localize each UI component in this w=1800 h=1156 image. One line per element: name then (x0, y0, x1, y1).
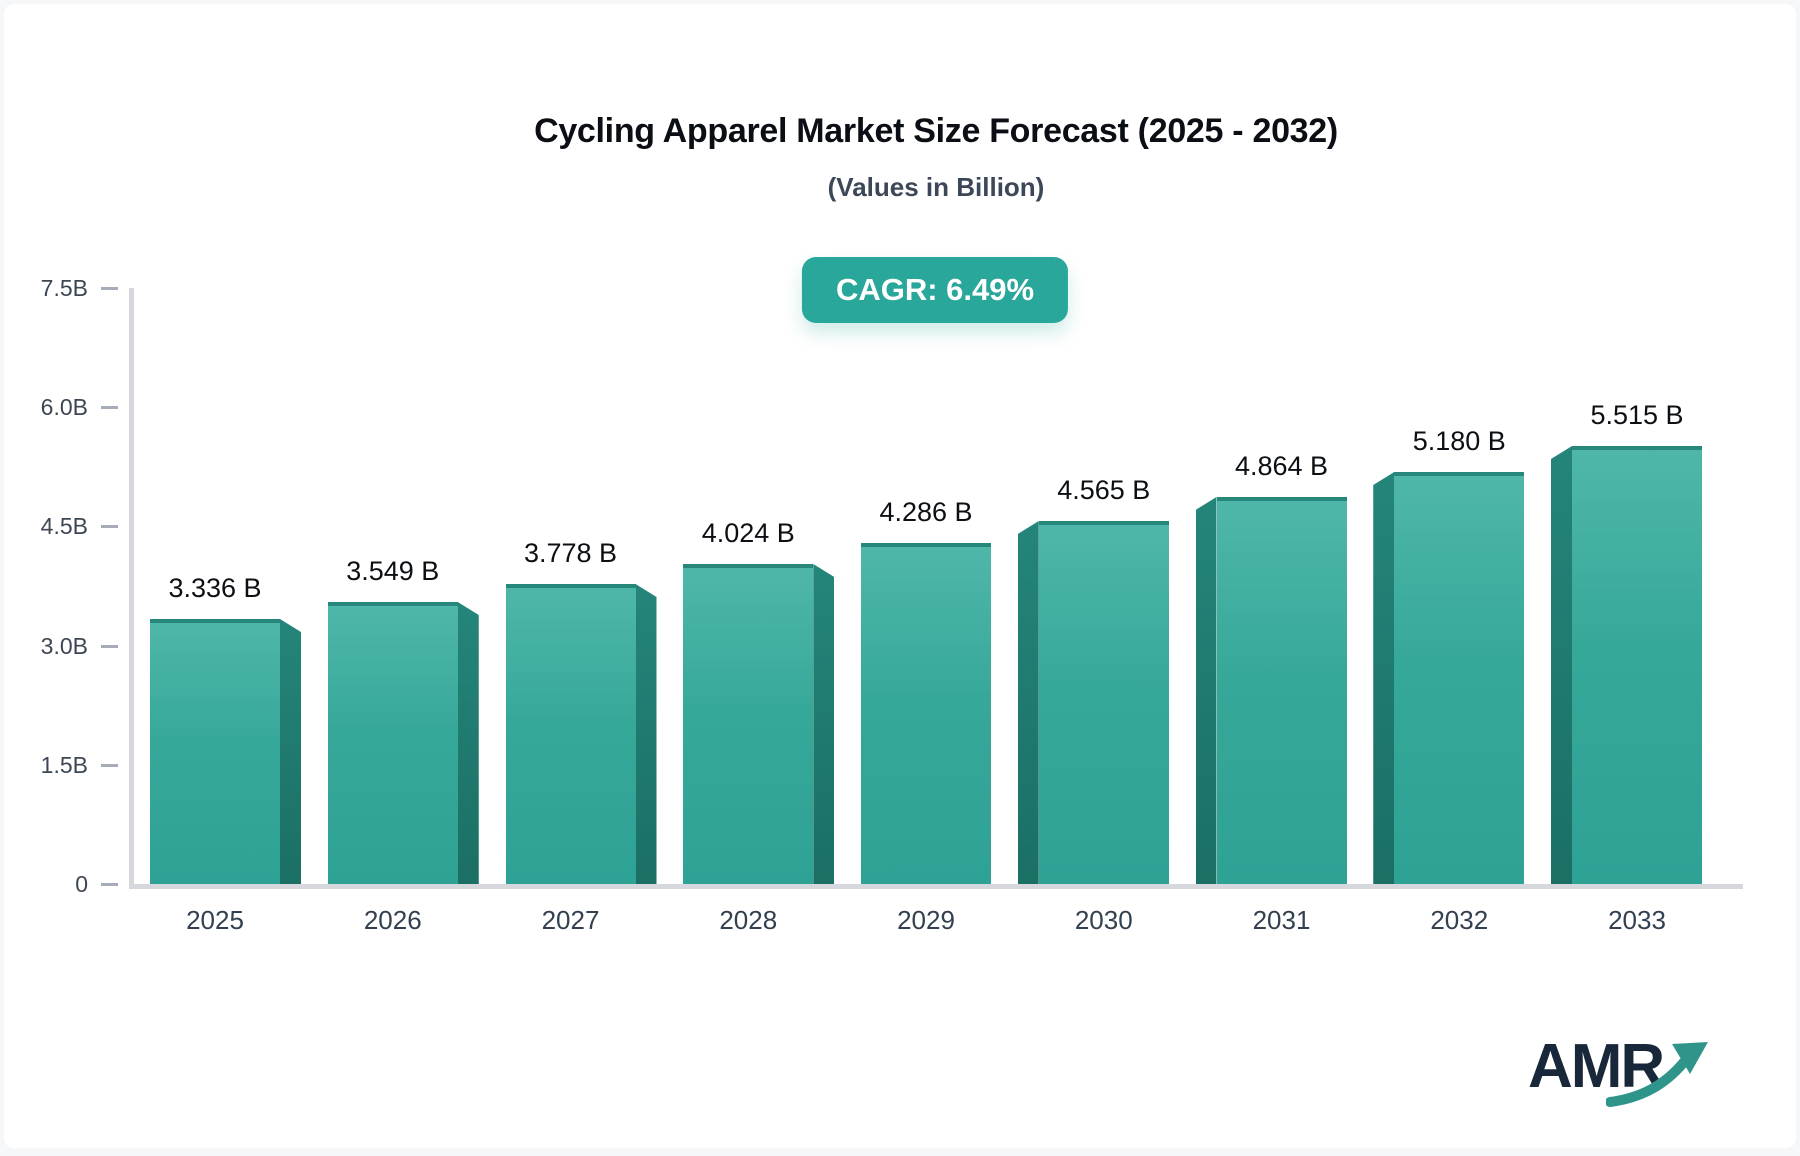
amr-logo-text: AMR (1528, 1032, 1665, 1101)
x-tick-label: 2029 (897, 905, 955, 935)
y-tick-dash (101, 763, 118, 767)
x-tick-label: 2026 (363, 905, 422, 935)
bar-side (1195, 497, 1217, 884)
chart-subtitle: (Values in Billion) (827, 172, 1045, 202)
bar-2030 (1038, 521, 1169, 884)
y-tick-label: 0 (75, 871, 88, 897)
bar-2026 (327, 602, 458, 884)
y-tick-label: 7.5B (40, 275, 88, 301)
bar-value-label: 3.778 B (523, 538, 618, 568)
y-tick-dash (101, 644, 118, 648)
bar-value-label: 5.515 B (1590, 400, 1684, 430)
bar-side (1017, 521, 1039, 884)
bar-value-label: 3.549 B (346, 556, 440, 586)
cagr-badge-label: CAGR: 6.49% (835, 272, 1035, 307)
x-tick-label: 2032 (1430, 905, 1489, 935)
y-axis-line (129, 288, 134, 884)
y-tick-dash (101, 406, 118, 410)
bar-value-label: 5.180 B (1412, 426, 1506, 456)
bar-2029 (861, 543, 991, 884)
y-tick-dash (101, 287, 118, 290)
amr-logo: AMR (1528, 1036, 1738, 1126)
y-tick-label: 4.5B (40, 513, 88, 540)
bar-value-label: 4.864 B (1234, 451, 1329, 481)
bar-value-label: 3.336 B (168, 573, 262, 603)
chart-title: Cycling Apparel Market Size Forecast (20… (534, 112, 1338, 150)
cagr-badge: CAGR: 6.49% (801, 257, 1069, 323)
x-tick-label: 2033 (1608, 905, 1666, 935)
y-tick-dash (101, 525, 118, 529)
bar-value-label: 4.286 B (879, 497, 973, 527)
bar-2033 (1572, 446, 1702, 884)
y-tick-label: 1.5B (40, 751, 88, 778)
bar-side (635, 584, 657, 884)
x-tick-label: 2027 (541, 905, 600, 935)
x-tick-label: 2025 (186, 905, 244, 935)
trend-arrow-icon (1606, 1042, 1708, 1107)
bar-2031 (1216, 497, 1347, 884)
bar-side (457, 602, 479, 884)
bar-value-label: 4.024 B (701, 518, 795, 548)
bar-2028 (683, 564, 814, 884)
x-tick-label: 2031 (1252, 905, 1311, 935)
bar-value-label: 4.565 B (1057, 475, 1151, 505)
bar-side (280, 619, 301, 884)
y-tick-label: 6.0B (40, 394, 88, 421)
bar-2027 (505, 584, 636, 884)
x-axis-line (129, 884, 1743, 889)
bar-2032 (1394, 472, 1525, 884)
x-tick-label: 2030 (1074, 905, 1133, 935)
bar-side (813, 564, 835, 884)
bar-side (1373, 472, 1395, 884)
y-tick-label: 3.0B (40, 632, 88, 659)
x-tick-label: 2028 (719, 905, 778, 935)
bar-side (1551, 446, 1572, 884)
bar-2025 (150, 619, 280, 884)
y-tick-dash (101, 883, 118, 886)
